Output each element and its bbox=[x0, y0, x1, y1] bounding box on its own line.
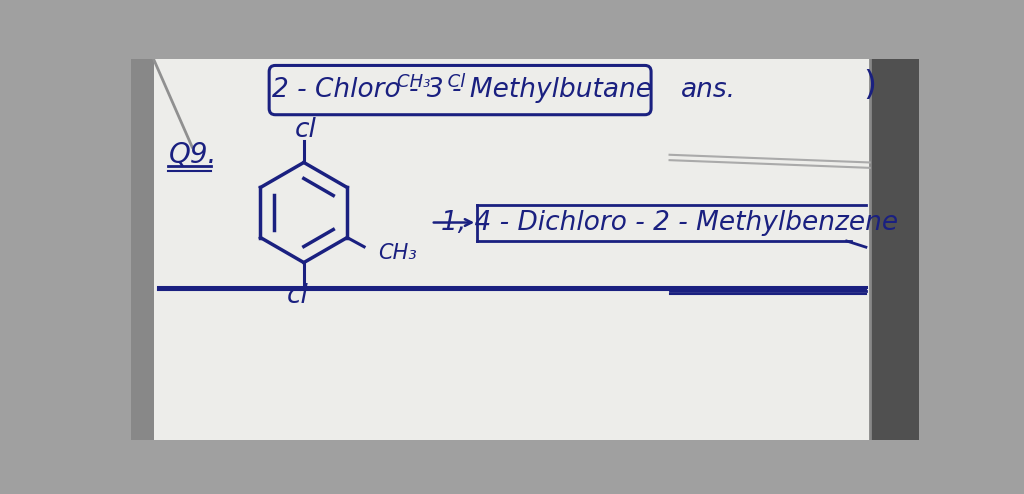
Polygon shape bbox=[869, 59, 920, 440]
Text: 1, 4 - Dichloro - 2 - Methylbenzene: 1, 4 - Dichloro - 2 - Methylbenzene bbox=[441, 209, 898, 236]
Text: Q9.: Q9. bbox=[169, 141, 217, 169]
Text: 2 - Chloro - 3 - Methylbutane: 2 - Chloro - 3 - Methylbutane bbox=[271, 77, 651, 103]
Polygon shape bbox=[130, 59, 154, 440]
Text: CH₃: CH₃ bbox=[378, 243, 417, 263]
Text: cl: cl bbox=[287, 284, 308, 309]
Polygon shape bbox=[154, 59, 869, 440]
Text: CH₃   Cl: CH₃ Cl bbox=[396, 73, 465, 90]
Text: ): ) bbox=[863, 69, 877, 102]
Text: ans.: ans. bbox=[681, 77, 736, 103]
FancyBboxPatch shape bbox=[269, 65, 651, 115]
Text: cl: cl bbox=[295, 117, 316, 143]
